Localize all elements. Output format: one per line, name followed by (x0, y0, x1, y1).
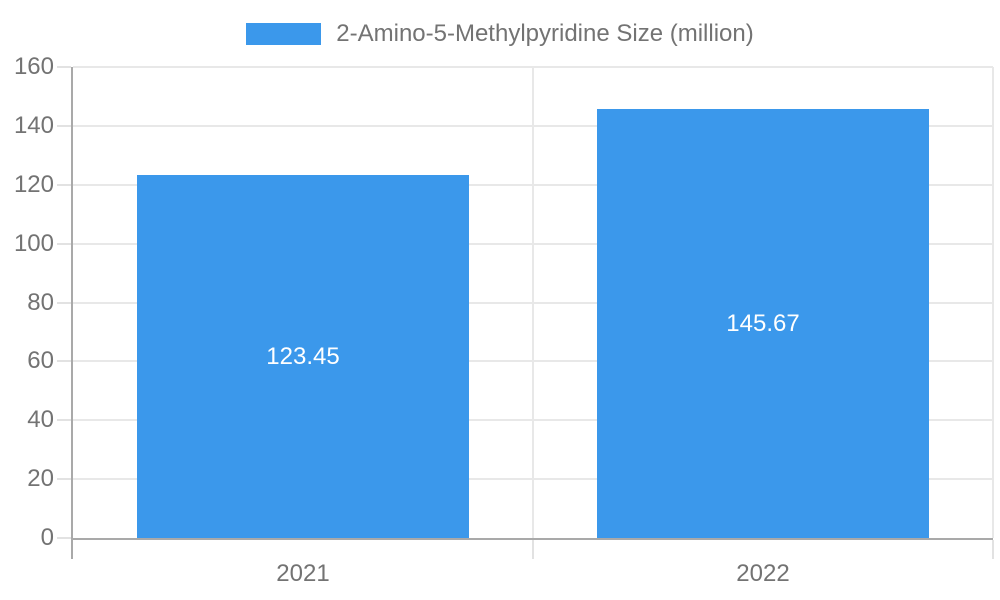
y-axis-tick-label: 120 (13, 170, 54, 198)
y-axis-tick-label: 100 (13, 229, 54, 257)
y-axis-tick-label: 160 (13, 53, 54, 80)
y-axis-tick (57, 537, 71, 539)
x-axis-category-label: 2022 (736, 560, 790, 587)
bar-value-label: 145.67 (726, 309, 800, 337)
y-axis-tick-label: 60 (27, 347, 54, 375)
bar-2022[interactable]: 145.67 (597, 109, 929, 538)
x-axis-line (71, 538, 993, 540)
v-gridline (532, 67, 534, 538)
y-axis-tick (57, 183, 71, 186)
y-axis-tick-label: 40 (27, 406, 54, 434)
bar-value-label: 123.45 (266, 342, 340, 370)
x-axis-category-label: 2021 (276, 560, 330, 587)
y-axis-tick-label: 0 (40, 524, 54, 551)
legend-item[interactable]: 2-Amino-5-Methylpyridine Size (million) (246, 20, 754, 48)
y-axis-tick (57, 360, 71, 363)
y-axis-tick-label: 80 (27, 288, 54, 316)
y-axis-tick-label: 20 (27, 465, 54, 493)
y-axis-tick (57, 66, 71, 68)
legend-swatch (246, 23, 322, 45)
y-axis-tick (57, 301, 71, 304)
y-axis-tick (57, 419, 71, 422)
y-axis-line (71, 67, 73, 559)
y-axis-tick-label: 140 (13, 111, 54, 139)
y-axis-tick (57, 242, 71, 245)
y-axis-tick (57, 124, 71, 127)
y-axis-tick (57, 478, 71, 481)
x-axis-tick (532, 540, 534, 559)
legend: 2-Amino-5-Methylpyridine Size (million) (0, 20, 1000, 48)
bar-2021[interactable]: 123.45 (137, 175, 469, 538)
v-gridline (992, 67, 994, 538)
legend-label: 2-Amino-5-Methylpyridine Size (million) (336, 20, 754, 47)
x-axis-tick (992, 540, 994, 559)
